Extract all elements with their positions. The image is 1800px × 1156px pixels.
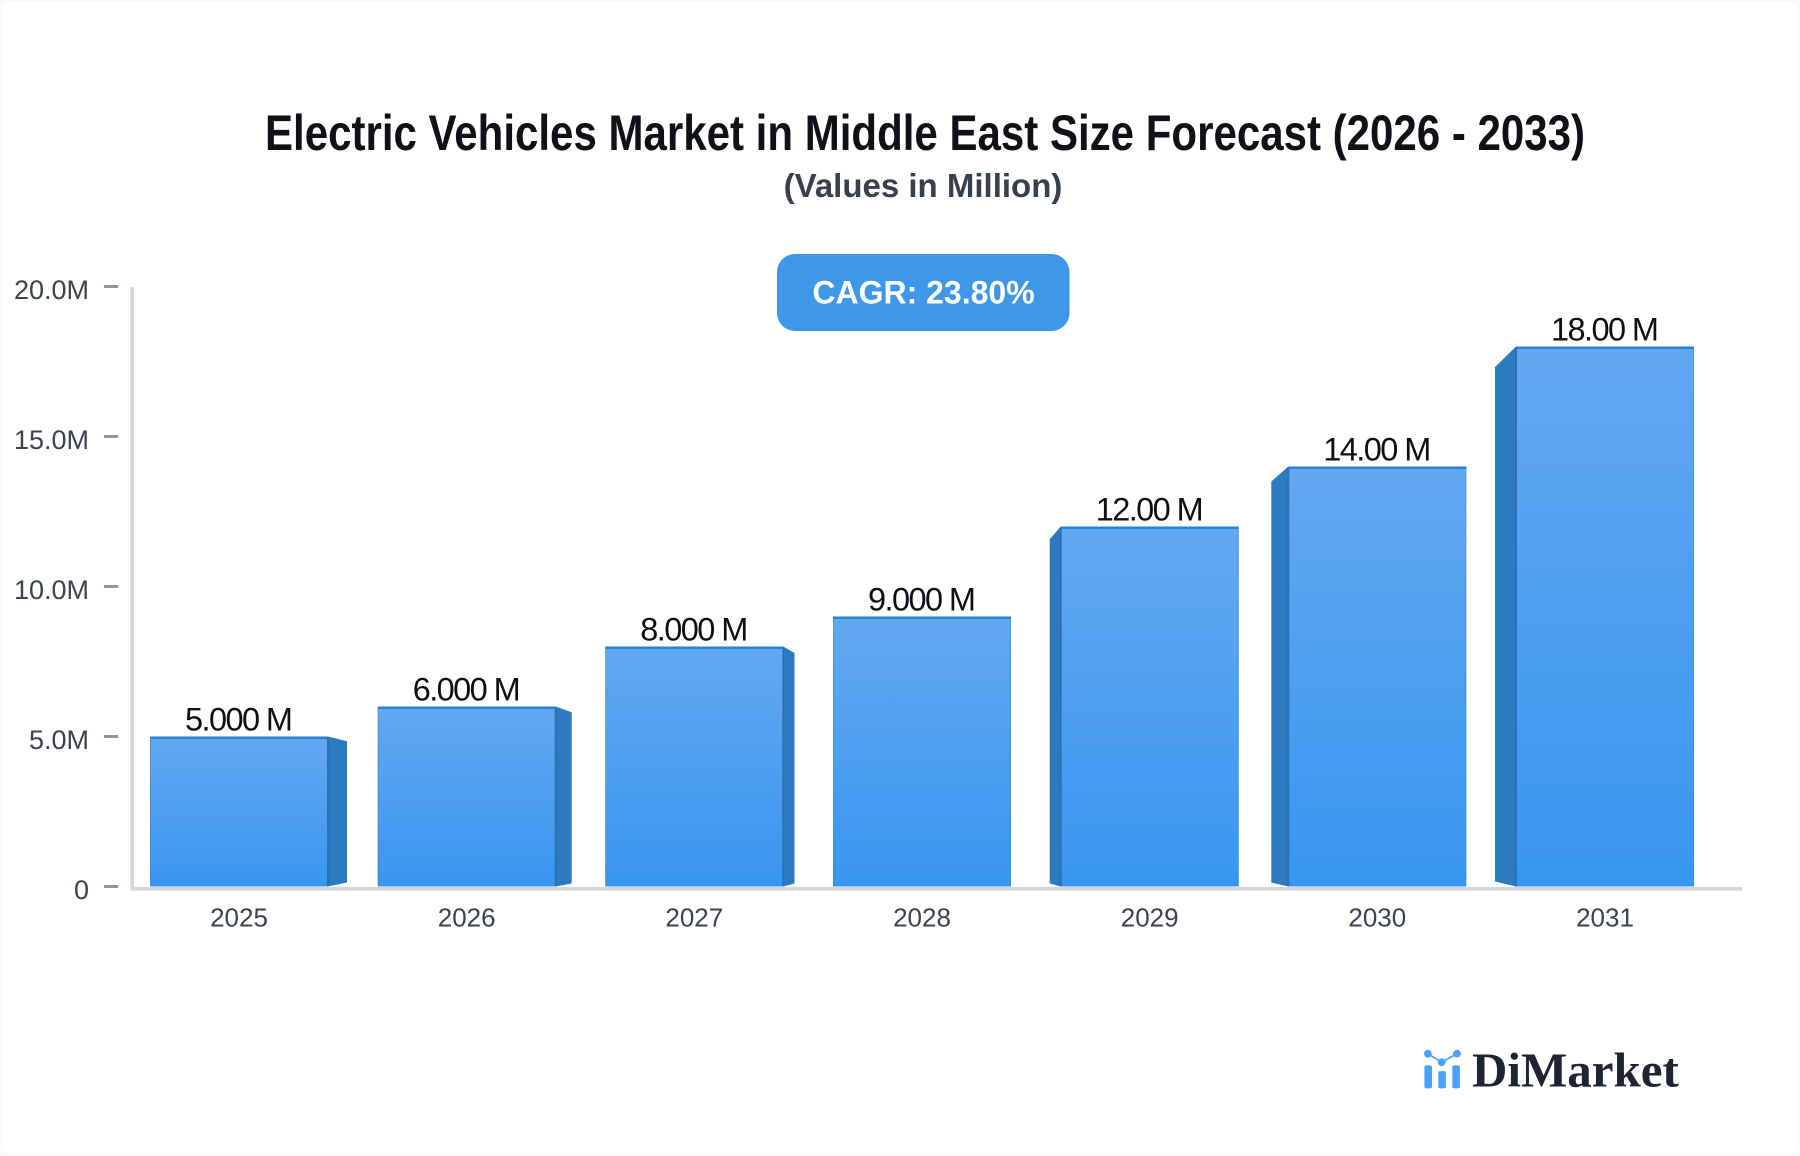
- svg-text:0: 0: [74, 875, 89, 905]
- svg-text:9.000 M: 9.000 M: [868, 582, 976, 618]
- svg-text:2028: 2028: [893, 903, 951, 933]
- svg-text:18.00 M: 18.00 M: [1551, 312, 1659, 348]
- svg-text:12.00 M: 12.00 M: [1096, 492, 1204, 528]
- svg-text:8.000 M: 8.000 M: [640, 612, 748, 648]
- svg-text:10.0M: 10.0M: [14, 575, 89, 605]
- svg-text:15.0M: 15.0M: [14, 425, 89, 455]
- svg-text:6.000 M: 6.000 M: [413, 672, 521, 708]
- svg-text:2025: 2025: [210, 903, 268, 933]
- svg-text:(Values in Million): (Values in Million): [784, 167, 1063, 204]
- svg-text:2031: 2031: [1576, 903, 1634, 933]
- svg-text:5.000 M: 5.000 M: [185, 702, 293, 738]
- svg-text:2029: 2029: [1121, 903, 1179, 933]
- svg-text:2026: 2026: [438, 903, 496, 933]
- svg-text:14.00 M: 14.00 M: [1323, 432, 1431, 468]
- svg-text:5.0M: 5.0M: [29, 725, 89, 755]
- svg-text:20.0M: 20.0M: [14, 275, 89, 305]
- svg-text:CAGR: 23.80%: CAGR: 23.80%: [812, 275, 1034, 311]
- svg-text:2027: 2027: [665, 903, 723, 933]
- svg-text:DiMarket: DiMarket: [1472, 1043, 1679, 1098]
- svg-text:2030: 2030: [1348, 903, 1406, 933]
- svg-text:Electric Vehicles Market in Mi: Electric Vehicles Market in Middle East …: [265, 105, 1585, 161]
